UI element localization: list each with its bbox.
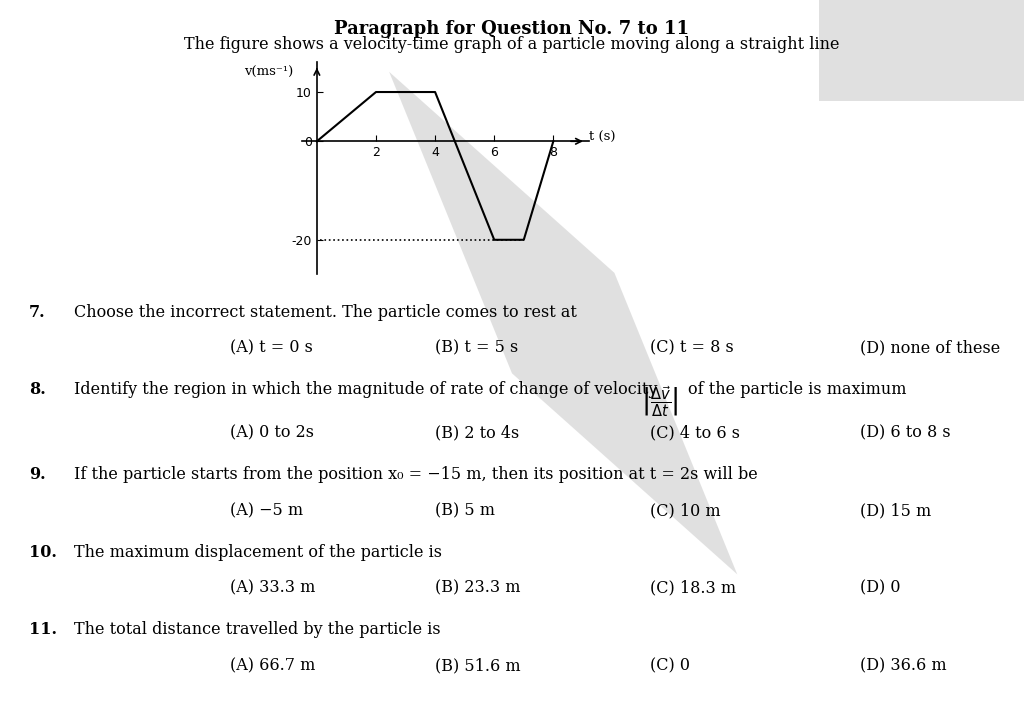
Text: (A) 33.3 m: (A) 33.3 m <box>230 579 315 597</box>
Text: (C) 4 to 6 s: (C) 4 to 6 s <box>650 424 740 442</box>
Text: (C) t = 8 s: (C) t = 8 s <box>650 340 734 357</box>
Text: (C) 10 m: (C) 10 m <box>650 502 721 519</box>
Text: (A) t = 0 s: (A) t = 0 s <box>230 340 313 357</box>
Text: (D) none of these: (D) none of these <box>860 340 1000 357</box>
Text: (B) 51.6 m: (B) 51.6 m <box>435 657 521 674</box>
Text: 9.: 9. <box>29 466 45 483</box>
Text: (B) 23.3 m: (B) 23.3 m <box>435 579 520 597</box>
Text: (A) 66.7 m: (A) 66.7 m <box>230 657 315 674</box>
Text: (D) 15 m: (D) 15 m <box>860 502 932 519</box>
Text: (D) 36.6 m: (D) 36.6 m <box>860 657 947 674</box>
Text: of the particle is maximum: of the particle is maximum <box>688 381 906 398</box>
Text: 8.: 8. <box>29 381 45 398</box>
Text: The figure shows a velocity-time graph of a particle moving along a straight lin: The figure shows a velocity-time graph o… <box>184 36 840 53</box>
Text: Choose the incorrect statement. The particle comes to rest at: Choose the incorrect statement. The part… <box>74 304 577 321</box>
Text: The total distance travelled by the particle is: The total distance travelled by the part… <box>74 621 440 638</box>
Text: (B) t = 5 s: (B) t = 5 s <box>435 340 518 357</box>
Text: 7.: 7. <box>29 304 45 321</box>
Text: t (s): t (s) <box>589 131 615 144</box>
Text: 10.: 10. <box>29 544 56 561</box>
Text: (D) 6 to 8 s: (D) 6 to 8 s <box>860 424 951 442</box>
Polygon shape <box>389 72 737 574</box>
Text: 11.: 11. <box>29 621 56 638</box>
Text: (B) 5 m: (B) 5 m <box>435 502 496 519</box>
Text: (A) 0 to 2s: (A) 0 to 2s <box>230 424 314 442</box>
Text: (D) 0: (D) 0 <box>860 579 901 597</box>
Text: Identify the region in which the magnitude of rate of change of velocity: Identify the region in which the magnitu… <box>74 381 657 398</box>
Text: The maximum displacement of the particle is: The maximum displacement of the particle… <box>74 544 441 561</box>
Text: (A) −5 m: (A) −5 m <box>230 502 303 519</box>
Text: Paragraph for Question No. 7 to 11: Paragraph for Question No. 7 to 11 <box>335 20 689 38</box>
Polygon shape <box>819 0 1024 101</box>
Text: $\left|\dfrac{\Delta\vec{v}}{\Delta t}\right|$: $\left|\dfrac{\Delta\vec{v}}{\Delta t}\r… <box>641 385 679 419</box>
Text: (C) 0: (C) 0 <box>650 657 690 674</box>
Text: v(ms⁻¹): v(ms⁻¹) <box>244 66 293 80</box>
Text: If the particle starts from the position x₀ = −15 m, then its position at t = 2s: If the particle starts from the position… <box>74 466 758 483</box>
Text: (C) 18.3 m: (C) 18.3 m <box>650 579 736 597</box>
Text: (B) 2 to 4s: (B) 2 to 4s <box>435 424 519 442</box>
